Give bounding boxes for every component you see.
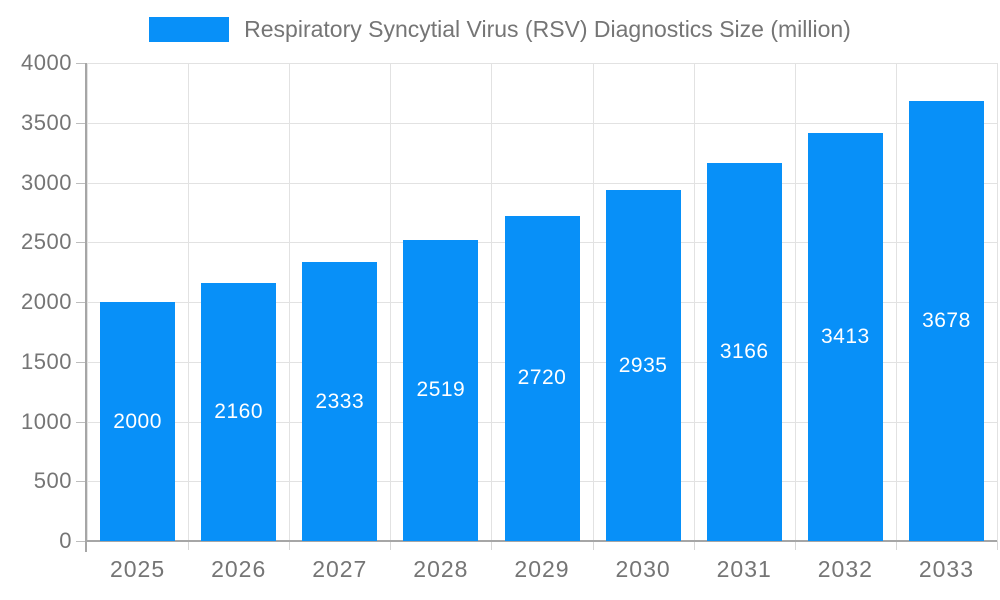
legend-swatch [149,16,230,42]
y-axis-label: 0 [59,528,72,553]
bar-2029[interactable]: 2720 [504,215,580,541]
y-axis-tick [76,421,87,423]
v-gridline [895,63,897,541]
y-axis-line [85,63,87,552]
x-axis-label: 2033 [918,556,975,582]
y-axis-tick [76,302,87,303]
x-axis-label: 2031 [716,556,772,582]
legend[interactable]: Respiratory Syncytial Virus (RSV) Diagno… [0,14,1000,44]
x-axis-tick [794,541,796,550]
v-gridline [188,63,190,541]
x-axis-label: 2029 [514,556,570,582]
x-axis-tick [289,541,291,550]
bar-value-label: 3166 [719,339,769,363]
x-axis-tick [491,541,493,550]
bar-2027[interactable]: 2333 [302,262,378,541]
bar-2026[interactable]: 2160 [201,282,277,541]
bar-2028[interactable]: 2519 [403,239,479,541]
y-axis-label: 2500 [21,229,72,255]
v-gridline [592,63,594,541]
bar-value-label: 3678 [922,309,971,333]
bar-value-label: 2000 [113,409,162,433]
bar-value-label: 2720 [517,366,567,390]
y-axis-tick [76,361,87,363]
bar-value-label: 3413 [820,325,870,349]
y-axis-label: 1500 [21,348,72,374]
legend-label: Respiratory Syncytial Virus (RSV) Diagno… [244,15,851,42]
y-axis-tick [76,541,87,542]
x-axis-tick [188,541,190,550]
bar-value-label: 2333 [315,389,365,413]
x-axis-tick [997,541,998,550]
v-gridline [997,63,998,541]
x-axis-label: 2032 [817,556,873,582]
bar-2033[interactable]: 3678 [908,101,984,541]
v-gridline [87,63,88,541]
x-axis-tick [895,541,897,550]
x-axis-tick [693,541,695,550]
bar-value-label: 2160 [214,399,264,423]
x-axis-tick [592,541,594,550]
h-gridline [87,63,997,64]
bar-2030[interactable]: 2935 [605,190,681,541]
y-axis-label: 3000 [21,169,72,195]
bar-2031[interactable]: 3166 [706,162,782,541]
y-axis-label: 3500 [21,109,72,135]
v-gridline [491,63,493,541]
y-axis-tick [76,122,87,124]
x-axis-label: 2027 [312,556,368,582]
y-axis-tick [76,481,87,483]
y-axis-label: 1000 [21,408,72,434]
y-axis-label: 500 [33,468,72,494]
y-axis-tick [76,242,87,244]
x-axis-label: 2025 [109,556,166,582]
bar-value-label: 2935 [618,353,668,377]
v-gridline [693,63,695,541]
bar-2032[interactable]: 3413 [807,133,883,541]
y-axis-label: 4000 [21,50,72,75]
v-gridline [794,63,796,541]
bar-value-label: 2519 [416,378,466,402]
y-axis-label: 2000 [21,289,72,314]
h-gridline [87,122,997,124]
x-axis-label: 2028 [413,556,469,582]
x-axis-label: 2026 [211,556,267,582]
x-axis-label: 2030 [615,556,671,582]
bar-2025[interactable]: 2000 [100,302,176,541]
v-gridline [289,63,291,541]
y-axis-tick [76,182,87,184]
x-axis-tick [390,541,392,550]
v-gridline [390,63,392,541]
y-axis-tick [76,63,87,64]
